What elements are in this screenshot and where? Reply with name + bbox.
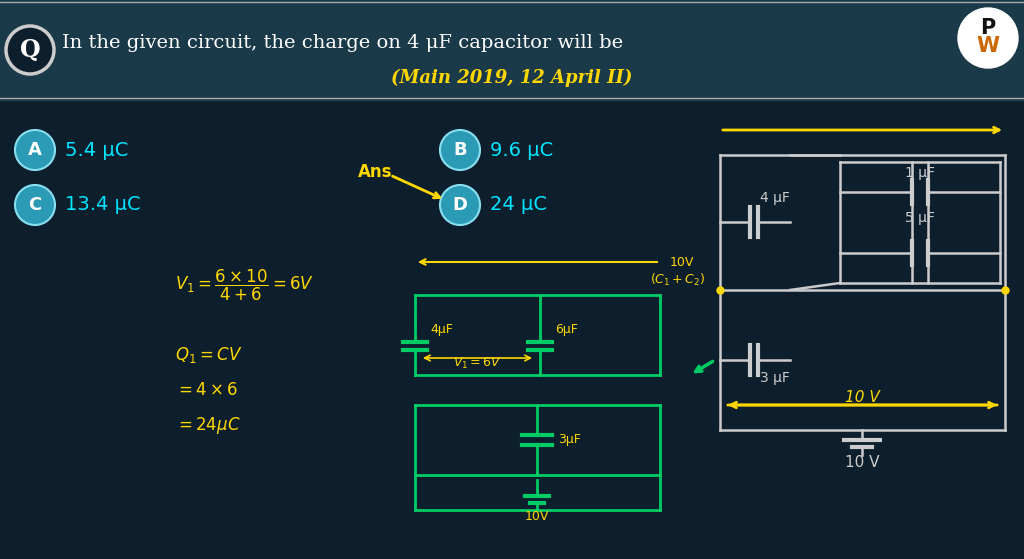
Text: 10 V: 10 V (845, 455, 880, 470)
Text: 13.4 μC: 13.4 μC (65, 196, 140, 215)
Text: P: P (980, 18, 995, 38)
Text: D: D (453, 196, 468, 214)
Text: 10V: 10V (670, 255, 694, 268)
Circle shape (6, 26, 54, 74)
Text: B: B (454, 141, 467, 159)
Bar (0, 0, 1024, 100)
Circle shape (15, 130, 55, 170)
Text: 10 V: 10 V (845, 390, 880, 405)
Text: (Main 2019, 12 April II): (Main 2019, 12 April II) (391, 69, 633, 87)
Text: 5.4 μC: 5.4 μC (65, 140, 128, 159)
Text: W: W (977, 36, 999, 56)
Text: $(C_1+C_2)$: $(C_1+C_2)$ (650, 272, 706, 288)
Text: 4 μF: 4 μF (760, 191, 790, 205)
Text: 3 μF: 3 μF (760, 371, 790, 385)
Text: 10V: 10V (525, 510, 549, 523)
Circle shape (440, 185, 480, 225)
Text: 4μF: 4μF (430, 324, 453, 337)
Text: 1 μF: 1 μF (905, 166, 935, 180)
Circle shape (958, 8, 1018, 68)
Text: $V_1 = \dfrac{6\times10}{4+6} = 6V$: $V_1 = \dfrac{6\times10}{4+6} = 6V$ (175, 267, 314, 302)
Text: $= 24\mu C$: $= 24\mu C$ (175, 415, 241, 435)
Text: 6μF: 6μF (555, 324, 578, 337)
Circle shape (440, 130, 480, 170)
Text: C: C (29, 196, 42, 214)
Text: $Q_1 = CV$: $Q_1 = CV$ (175, 345, 243, 365)
Text: A: A (28, 141, 42, 159)
Text: $V_1=6V$: $V_1=6V$ (454, 356, 503, 371)
Text: 3μF: 3μF (558, 433, 581, 447)
Text: 5 μF: 5 μF (905, 211, 935, 225)
Circle shape (15, 185, 55, 225)
Text: In the given circuit, the charge on 4 μF capacitor will be: In the given circuit, the charge on 4 μF… (62, 34, 624, 52)
Text: 24 μC: 24 μC (490, 196, 547, 215)
Text: $= 4\times 6$: $= 4\times 6$ (175, 381, 238, 399)
Text: Ans: Ans (357, 163, 392, 181)
Text: Q: Q (19, 38, 40, 62)
Text: 9.6 μC: 9.6 μC (490, 140, 553, 159)
